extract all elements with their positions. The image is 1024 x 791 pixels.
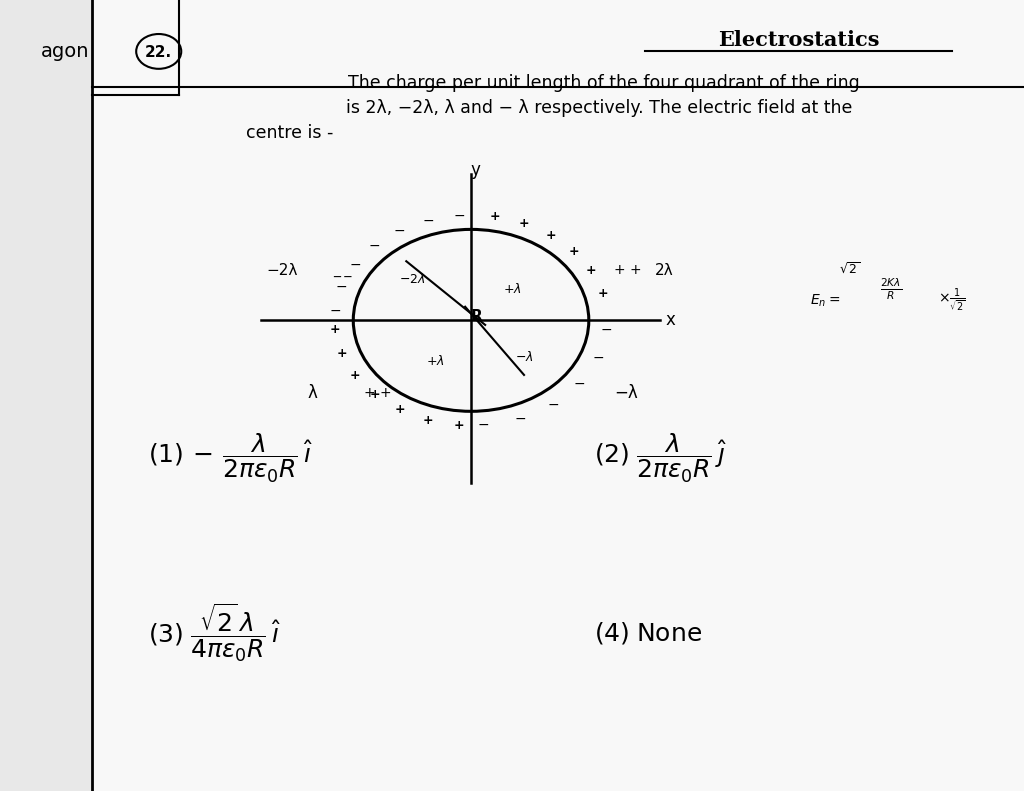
Text: $\sqrt{2}$: $\sqrt{2}$ bbox=[840, 261, 860, 277]
Text: +: + bbox=[454, 418, 465, 432]
Text: $-\lambda$: $-\lambda$ bbox=[515, 350, 534, 364]
Text: λ: λ bbox=[307, 384, 317, 402]
Text: $+\lambda$: $+\lambda$ bbox=[426, 354, 445, 369]
Text: + +: + + bbox=[614, 263, 642, 278]
Text: +: + bbox=[489, 210, 500, 223]
Text: The charge per unit length of the four quadrant of the ring: The charge per unit length of the four q… bbox=[348, 74, 860, 92]
Text: y: y bbox=[470, 161, 480, 179]
Text: 22.: 22. bbox=[145, 45, 172, 59]
Text: −: − bbox=[547, 397, 559, 411]
Text: $\times\frac{1}{\sqrt{2}}$: $\times\frac{1}{\sqrt{2}}$ bbox=[938, 286, 967, 315]
Text: 2λ: 2λ bbox=[655, 263, 674, 278]
Text: $(1)\,-\,\dfrac{\lambda}{2\pi\varepsilon_0 R}\,\hat{\imath}$: $(1)\,-\,\dfrac{\lambda}{2\pi\varepsilon… bbox=[148, 432, 314, 486]
Text: $-2\lambda$: $-2\lambda$ bbox=[399, 272, 425, 286]
Text: −: − bbox=[477, 418, 488, 432]
Text: −: − bbox=[574, 377, 586, 391]
Text: agon: agon bbox=[41, 42, 89, 61]
Text: $\frac{2K\lambda}{R}$: $\frac{2K\lambda}{R}$ bbox=[880, 276, 902, 301]
Text: −: − bbox=[601, 323, 612, 336]
Text: R: R bbox=[470, 309, 482, 324]
Text: −: − bbox=[336, 280, 347, 294]
Text: +: + bbox=[337, 347, 347, 360]
Text: $(4)\;\mathrm{None}$: $(4)\;\mathrm{None}$ bbox=[594, 620, 701, 645]
Text: −: − bbox=[349, 258, 360, 272]
Text: is 2λ, −2λ, λ and − λ respectively. The electric field at the: is 2λ, −2λ, λ and − λ respectively. The … bbox=[346, 100, 852, 117]
Text: $E_n=$: $E_n=$ bbox=[810, 293, 840, 308]
Text: −: − bbox=[394, 224, 406, 238]
Text: + +: + + bbox=[364, 386, 391, 400]
Text: +: + bbox=[423, 414, 433, 426]
Text: Electrostatics: Electrostatics bbox=[718, 29, 880, 50]
Text: +: + bbox=[597, 286, 608, 300]
Text: −: − bbox=[330, 305, 341, 318]
Text: $+\lambda$: $+\lambda$ bbox=[503, 282, 521, 296]
Text: +: + bbox=[586, 264, 597, 278]
Text: −: − bbox=[514, 411, 525, 426]
Text: centre is -: centre is - bbox=[246, 124, 333, 142]
Text: x: x bbox=[666, 312, 676, 329]
Text: −2λ: −2λ bbox=[266, 263, 298, 278]
Text: −: − bbox=[422, 214, 434, 228]
Text: −: − bbox=[454, 209, 465, 222]
Text: +: + bbox=[394, 403, 404, 416]
Text: +: + bbox=[546, 229, 556, 242]
Text: +: + bbox=[330, 323, 341, 336]
Text: +: + bbox=[350, 369, 360, 382]
Text: −λ: −λ bbox=[614, 384, 638, 402]
Text: $(3)\;\dfrac{\sqrt{2}\,\lambda}{4\pi\varepsilon_0 R}\,\hat{\imath}$: $(3)\;\dfrac{\sqrt{2}\,\lambda}{4\pi\var… bbox=[148, 601, 282, 664]
Text: −: − bbox=[369, 239, 381, 253]
Text: _ _: _ _ bbox=[333, 263, 351, 278]
Text: +: + bbox=[370, 388, 380, 401]
Text: +: + bbox=[568, 245, 580, 258]
Text: +: + bbox=[519, 217, 529, 230]
Text: −: − bbox=[592, 351, 604, 365]
Text: $(2)\;\dfrac{\lambda}{2\pi\varepsilon_0 R}\,\hat{\jmath}$: $(2)\;\dfrac{\lambda}{2\pi\varepsilon_0 … bbox=[594, 432, 727, 486]
